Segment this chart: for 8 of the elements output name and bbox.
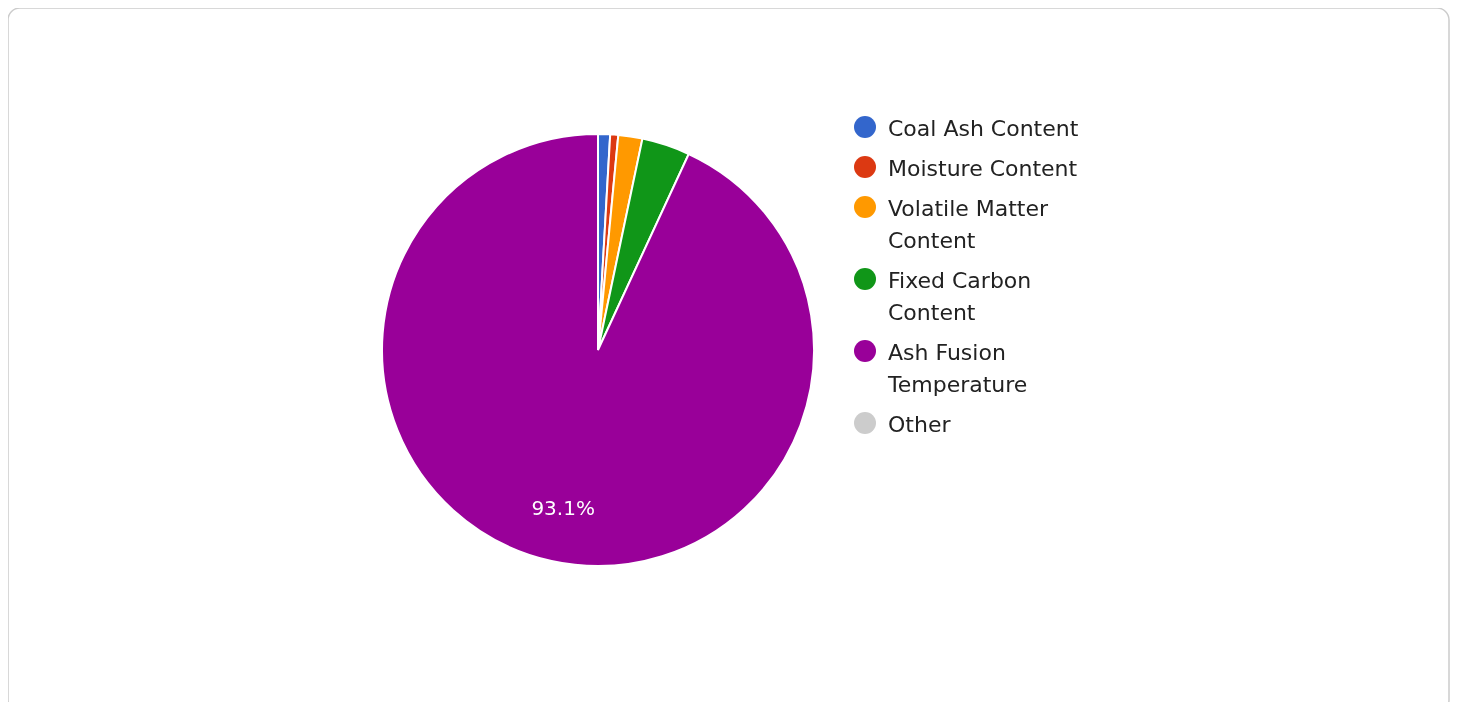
legend-label: Volatile Matter Content <box>888 196 1050 253</box>
data-label: 93.1% <box>531 496 595 521</box>
legend-label: Fixed Carbon Content <box>888 268 1032 325</box>
legend-label: Moisture Content <box>888 156 1078 181</box>
legend-label: Other <box>888 412 952 437</box>
legend-label: Ash Fusion Temperature <box>887 340 1028 397</box>
pie-slice <box>381 133 815 567</box>
legend-label: Coal Ash Content <box>888 116 1079 141</box>
